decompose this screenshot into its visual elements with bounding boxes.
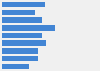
Bar xyxy=(2,56,38,61)
Bar xyxy=(2,33,41,38)
Bar xyxy=(2,10,35,15)
Bar xyxy=(2,25,55,31)
Bar xyxy=(2,2,45,7)
Bar xyxy=(2,64,29,69)
Bar xyxy=(2,48,38,54)
Bar xyxy=(2,17,41,23)
Bar xyxy=(2,40,46,46)
